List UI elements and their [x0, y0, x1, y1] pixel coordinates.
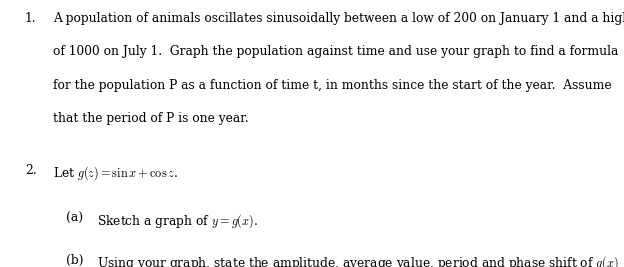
Text: Using your graph, state the amplitude, average value, period and phase shift of : Using your graph, state the amplitude, a…	[97, 254, 618, 267]
Text: 2.: 2.	[25, 164, 37, 177]
Text: (a): (a)	[66, 212, 82, 225]
Text: 1.: 1.	[25, 12, 37, 25]
Text: Let $g(z) = \sin x + \cos z$.: Let $g(z) = \sin x + \cos z$.	[53, 164, 178, 182]
Text: of 1000 on July 1.  Graph the population against time and use your graph to find: of 1000 on July 1. Graph the population …	[53, 45, 618, 58]
Text: (b): (b)	[66, 254, 83, 267]
Text: that the period of P is one year.: that the period of P is one year.	[53, 112, 249, 125]
Text: Sketch a graph of $y = g(x)$.: Sketch a graph of $y = g(x)$.	[97, 212, 258, 230]
Text: for the population P as a function of time t, in months since the start of the y: for the population P as a function of ti…	[53, 79, 612, 92]
Text: A population of animals oscillates sinusoidally between a low of 200 on January : A population of animals oscillates sinus…	[53, 12, 624, 25]
